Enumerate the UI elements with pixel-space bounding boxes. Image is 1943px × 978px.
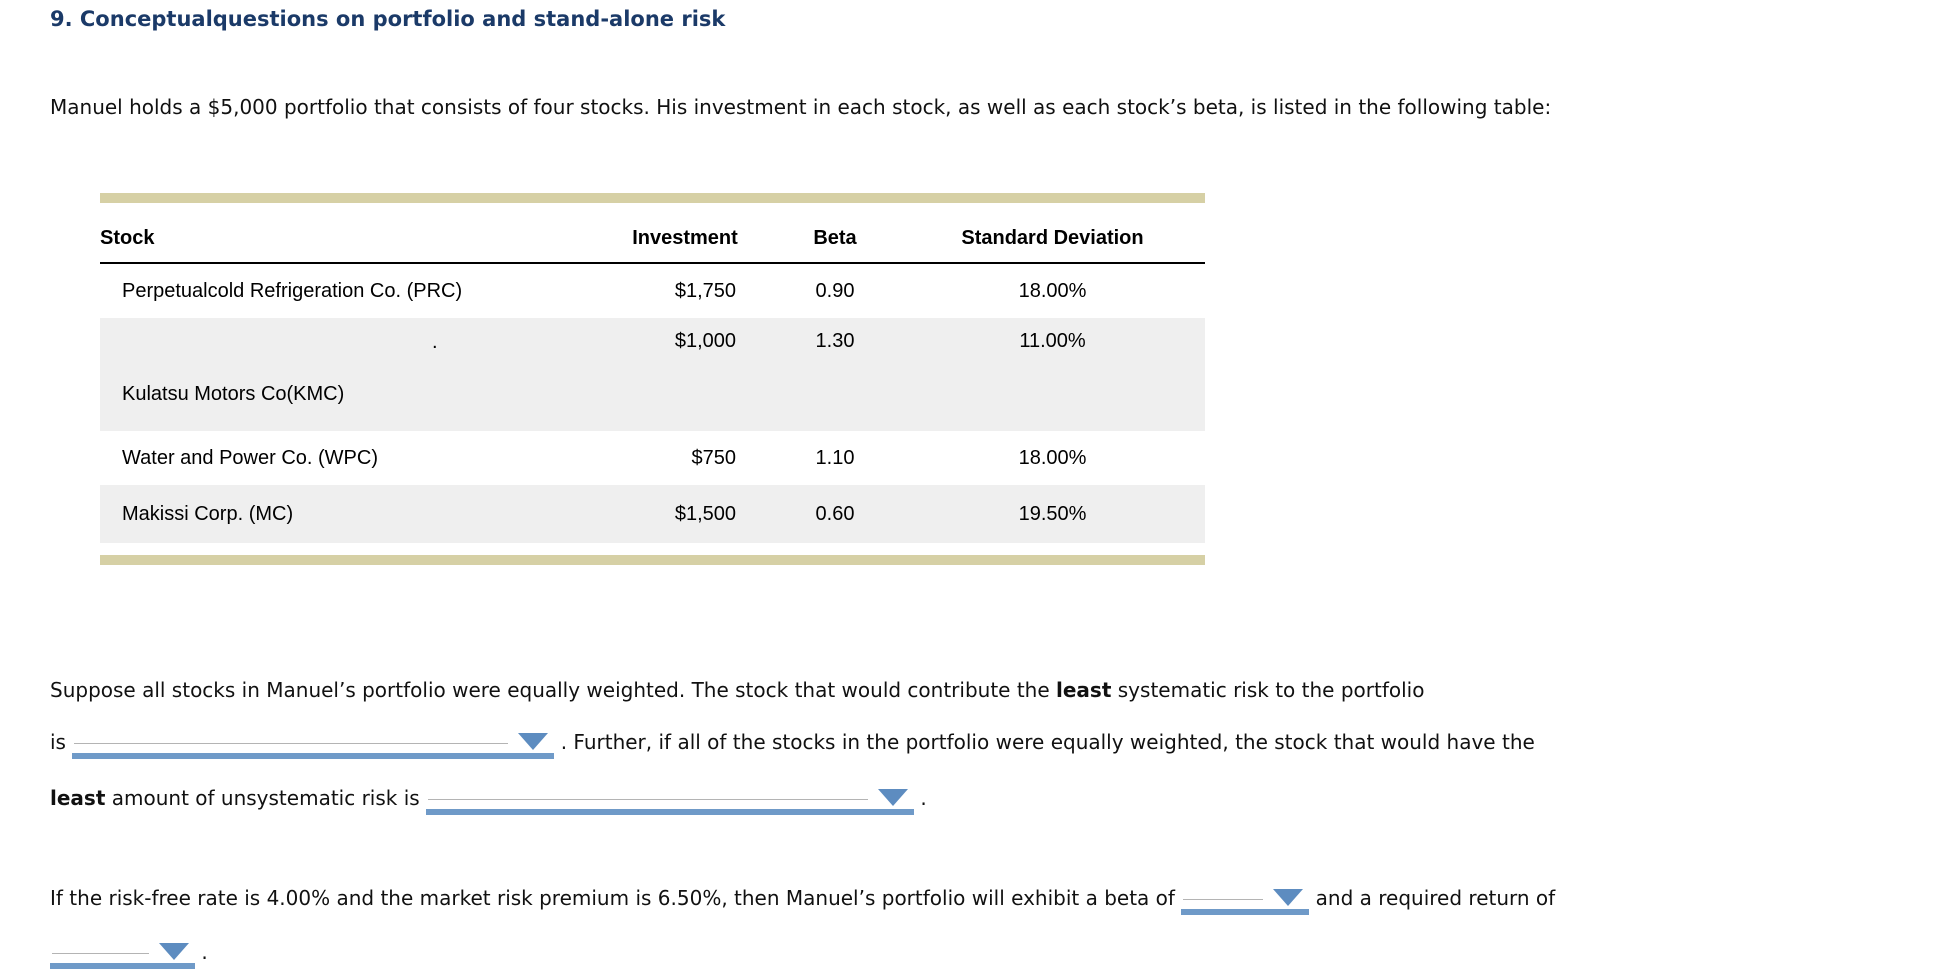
cell-beta: 0.60	[815, 502, 855, 525]
dropdown-least-systematic-risk[interactable]	[72, 729, 555, 759]
q2-text: and a required return of	[1309, 886, 1556, 910]
q1-text: amount of unsystematic risk is	[105, 786, 427, 810]
column-header-standard-deviation: Standard Deviation	[900, 223, 1205, 264]
question-one: Suppose all stocks in Manuel’s portfolio…	[50, 677, 1943, 815]
q1-text: .	[914, 786, 927, 810]
q1-text: is	[50, 730, 73, 754]
question-two-line-2: .	[50, 939, 1943, 969]
dropdown-required-return[interactable]	[50, 939, 195, 969]
cell-stock-name: . Kulatsu Motors Co(KMC)	[100, 318, 600, 431]
q2-text: If the risk-free rate is 4.00% and the m…	[50, 886, 1182, 910]
cell-investment: $1,500	[674, 502, 736, 525]
question-two-line-1: If the risk-free rate is 4.00% and the m…	[50, 885, 1943, 915]
cell-beta: 1.30	[815, 330, 855, 352]
q1-text: . Further, if all of the stocks in the p…	[554, 730, 1535, 754]
dropdown-arrow-icon	[1273, 889, 1304, 906]
cell-investment: $750	[691, 446, 737, 469]
q1-text: systematic risk to the portfolio	[1111, 678, 1425, 702]
portfolio-table: Stock Investment Beta Standard Deviation…	[100, 193, 1205, 565]
dropdown-arrow-icon	[518, 733, 549, 750]
question-one-line-3: least amount of unsystematic risk is .	[50, 785, 1943, 815]
cell-investment: $1,000	[674, 330, 736, 352]
column-header-stock: Stock	[100, 223, 600, 264]
table-top-accent-bar	[100, 193, 1205, 203]
table-row: Makissi Corp. (MC) $1,500 0.60 19.50%	[100, 485, 1205, 543]
q1-text: Suppose all stocks in Manuel’s portfolio…	[50, 678, 1057, 702]
cell-standard-deviation: 18.00%	[1018, 446, 1087, 469]
question-one-line-1: Suppose all stocks in Manuel’s portfolio…	[50, 677, 1943, 703]
cell-standard-deviation: 19.50%	[1018, 502, 1087, 525]
cell-standard-deviation: 18.00%	[1018, 279, 1087, 302]
stock-name-second-line: Kulatsu Motors Co(KMC)	[122, 383, 345, 405]
question-one-line-2: is . Further, if all of the stocks in th…	[50, 729, 1943, 759]
question-two: If the risk-free rate is 4.00% and the m…	[50, 885, 1943, 969]
cell-stock-name: Makissi Corp. (MC)	[122, 502, 294, 525]
column-header-investment: Investment	[600, 223, 770, 264]
table-row: Water and Power Co. (WPC) $750 1.10 18.0…	[100, 431, 1205, 485]
dropdown-arrow-icon	[878, 789, 909, 806]
q2-text: .	[195, 940, 208, 964]
cell-investment: $1,750	[674, 279, 736, 302]
cell-beta: 1.10	[815, 446, 855, 469]
cell-standard-deviation: 11.00%	[1019, 330, 1086, 352]
table-bottom-accent-bar	[100, 555, 1205, 565]
dropdown-least-unsystematic-risk[interactable]	[426, 785, 915, 815]
stock-placeholder-dot: .	[432, 331, 438, 353]
table-row: Perpetualcold Refrigeration Co. (PRC) $1…	[100, 263, 1205, 318]
dropdown-portfolio-beta[interactable]	[1181, 885, 1310, 915]
q1-bold-least: least	[1056, 678, 1112, 702]
intro-paragraph: Manuel holds a $5,000 portfolio that con…	[50, 95, 1552, 119]
table-row: . Kulatsu Motors Co(KMC) $1,000 1.30 11.…	[100, 318, 1205, 431]
cell-stock-name: Water and Power Co. (WPC)	[122, 446, 378, 469]
question-title: 9. Conceptualquestions on portfolio and …	[50, 7, 726, 31]
cell-stock-name: Perpetualcold Refrigeration Co. (PRC)	[122, 279, 463, 302]
column-header-beta: Beta	[770, 223, 900, 264]
table-header-row: Stock Investment Beta Standard Deviation	[100, 223, 1205, 264]
dropdown-arrow-icon	[159, 943, 189, 960]
cell-beta: 0.90	[815, 279, 855, 302]
q1-bold-least: least	[50, 786, 106, 810]
